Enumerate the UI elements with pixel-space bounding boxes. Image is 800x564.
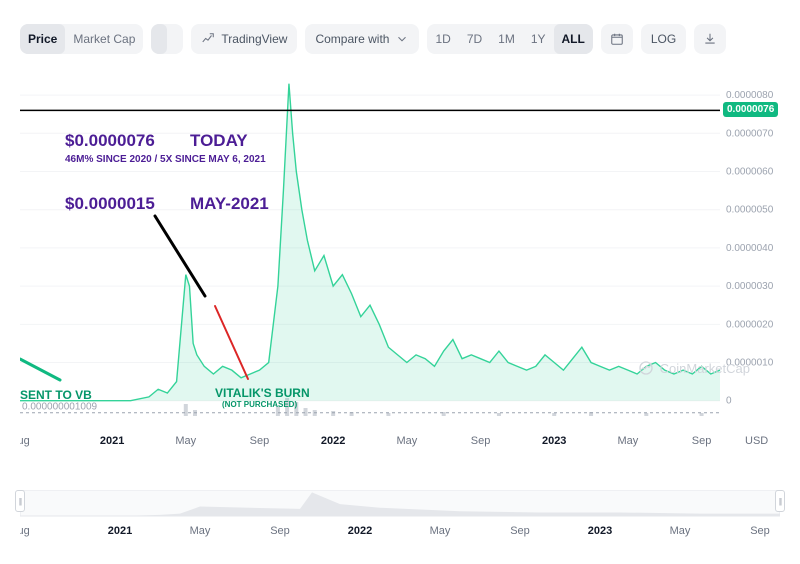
- annotation-burn: VITALIK'S BURN: [215, 386, 310, 400]
- annotation-sent-vb: SENT TO VB: [20, 388, 92, 402]
- range-all[interactable]: ALL: [554, 24, 593, 54]
- svg-text:0.0000050: 0.0000050: [726, 205, 774, 216]
- svg-text:2022: 2022: [321, 435, 345, 447]
- minimap-handle-left[interactable]: [15, 490, 25, 512]
- tradingview-button[interactable]: TradingView: [191, 24, 297, 54]
- annotation-today-price: $0.0000076: [65, 131, 155, 151]
- download-icon: [703, 32, 717, 46]
- watermark: CoinMarketCap: [638, 360, 750, 376]
- watermark-label: CoinMarketCap: [660, 361, 750, 376]
- svg-text:2021: 2021: [100, 435, 124, 447]
- candlestick-icon[interactable]: [167, 24, 183, 54]
- external-chart-icon: [201, 32, 215, 46]
- svg-text:May: May: [175, 435, 196, 447]
- range-selector: 1D 7D 1M 1Y ALL: [427, 24, 592, 54]
- svg-text:Sep: Sep: [692, 435, 712, 447]
- annotation-may-label: MAY-2021: [190, 194, 269, 214]
- svg-text:Sep: Sep: [750, 525, 770, 537]
- svg-text:0.0000020: 0.0000020: [726, 319, 774, 330]
- svg-text:2022: 2022: [348, 525, 372, 537]
- download-button[interactable]: [694, 24, 726, 54]
- svg-text:2021: 2021: [108, 525, 132, 537]
- svg-text:May: May: [190, 525, 211, 537]
- compare-label: Compare with: [315, 32, 389, 46]
- minimap-handle-right[interactable]: [775, 490, 785, 512]
- current-price-tag: 0.0000076: [723, 102, 778, 117]
- log-scale-button[interactable]: LOG: [641, 24, 686, 54]
- svg-text:May: May: [430, 525, 451, 537]
- svg-text:0.0000080: 0.0000080: [726, 90, 774, 101]
- range-1d[interactable]: 1D: [427, 24, 458, 54]
- range-minimap[interactable]: Aug 2021 May Sep 2022 May Sep 2023 May Sep: [20, 490, 780, 544]
- svg-text:USD: USD: [745, 435, 768, 447]
- svg-text:0.0000030: 0.0000030: [726, 281, 774, 292]
- cmc-logo-icon: [638, 360, 654, 376]
- chart-type-toggle: [151, 24, 183, 54]
- tab-price[interactable]: Price: [20, 24, 65, 54]
- svg-text:May: May: [670, 525, 691, 537]
- svg-text:2023: 2023: [588, 525, 612, 537]
- range-1m[interactable]: 1M: [490, 24, 523, 54]
- annotation-today-label: TODAY: [190, 131, 248, 151]
- svg-text:0.0000060: 0.0000060: [726, 167, 774, 178]
- compare-button[interactable]: Compare with: [305, 24, 419, 54]
- line-chart-icon[interactable]: [151, 24, 167, 54]
- metric-tabs: Price Market Cap: [20, 24, 143, 54]
- tradingview-label: TradingView: [221, 32, 287, 46]
- calendar-icon: [610, 32, 624, 46]
- svg-text:May: May: [396, 435, 417, 447]
- tab-market-cap[interactable]: Market Cap: [65, 24, 143, 54]
- svg-text:Sep: Sep: [250, 435, 270, 447]
- svg-text:Aug: Aug: [20, 435, 30, 447]
- svg-text:Aug: Aug: [20, 525, 30, 537]
- range-1y[interactable]: 1Y: [523, 24, 554, 54]
- chevron-down-icon: [395, 32, 409, 46]
- chart-toolbar: Price Market Cap TradingView Compare wit…: [20, 22, 780, 56]
- annotation-burn-sub: (NOT PURCHASED): [222, 400, 297, 409]
- price-chart[interactable]: 00.00000100.00000200.00000300.00000400.0…: [20, 76, 780, 476]
- svg-text:Sep: Sep: [510, 525, 530, 537]
- svg-text:May: May: [618, 435, 639, 447]
- svg-text:Sep: Sep: [471, 435, 491, 447]
- svg-text:0.0000070: 0.0000070: [726, 128, 774, 139]
- range-7d[interactable]: 7D: [459, 24, 490, 54]
- svg-text:0.0000040: 0.0000040: [726, 243, 774, 254]
- svg-text:0.000000001009: 0.000000001009: [22, 402, 98, 413]
- calendar-button[interactable]: [601, 24, 633, 54]
- annotation-today-sub: 46M% SINCE 2020 / 5X SINCE MAY 6, 2021: [65, 154, 266, 165]
- svg-text:2023: 2023: [542, 435, 566, 447]
- svg-text:0: 0: [726, 396, 732, 407]
- svg-text:Sep: Sep: [270, 525, 290, 537]
- annotation-may-price: $0.0000015: [65, 194, 155, 214]
